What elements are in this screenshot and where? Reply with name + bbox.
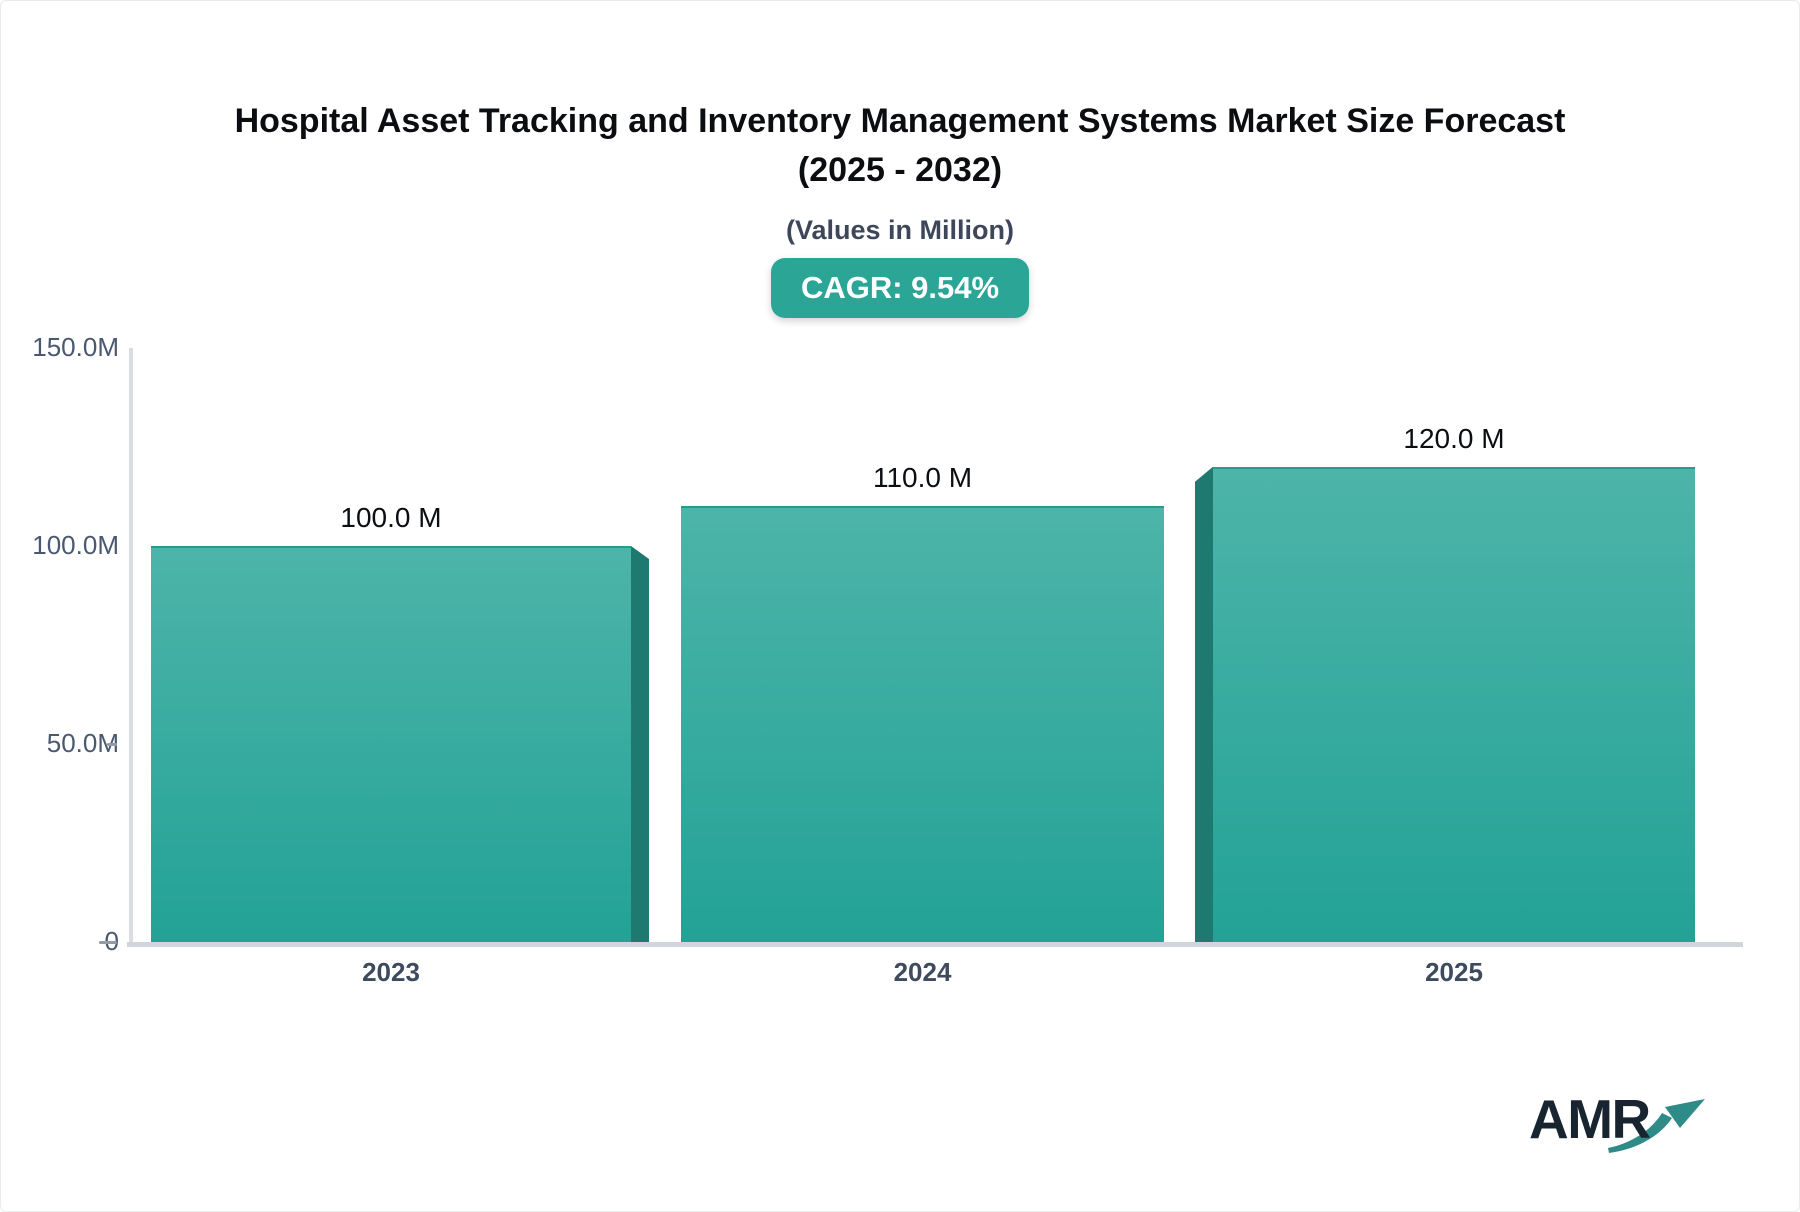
bar-2024 — [681, 506, 1164, 942]
bar-2023-side-face — [631, 546, 649, 942]
bar-2025-side-face — [1195, 466, 1213, 942]
x-axis-label-2023: 2023 — [362, 957, 420, 987]
chart-title-line1: Hospital Asset Tracking and Inventory Ma… — [234, 102, 1566, 140]
bar-2025 — [1213, 466, 1695, 942]
y-axis-line — [129, 348, 133, 944]
bar-value-label-2023: 100.0 M — [340, 502, 442, 533]
amr-logo: AMR — [1529, 1087, 1739, 1173]
bar-value-label-2025: 120.0 M — [1403, 422, 1505, 454]
amr-logo-text: AMR — [1529, 1088, 1651, 1150]
x-axis-baseline — [127, 942, 1743, 947]
x-axis-label-2025: 2025 — [1425, 957, 1483, 987]
chart-title-line2: (2025 - 2032) — [797, 151, 1003, 189]
bar-value-label-2024: 110.0 M — [872, 462, 973, 494]
y-tick-mark — [107, 743, 117, 746]
y-tick-label-100.0M: 100.0M — [32, 530, 119, 560]
y-tick-label-50.0M: 50.0M — [46, 728, 119, 758]
x-axis-label-2024: 2024 — [893, 957, 952, 987]
y-tick-label-150.0M: 150.0M — [32, 332, 119, 362]
growth-arrow-icon — [1608, 1099, 1705, 1153]
y-tick-mark — [99, 941, 117, 944]
bar-2023 — [151, 546, 631, 942]
chart-header: Hospital Asset Tracking and Inventory Ma… — [1, 97, 1799, 318]
cagr-badge: CAGR: 9.54% — [770, 258, 1030, 318]
chart-subtitle: (Values in Million) — [785, 215, 1015, 245]
